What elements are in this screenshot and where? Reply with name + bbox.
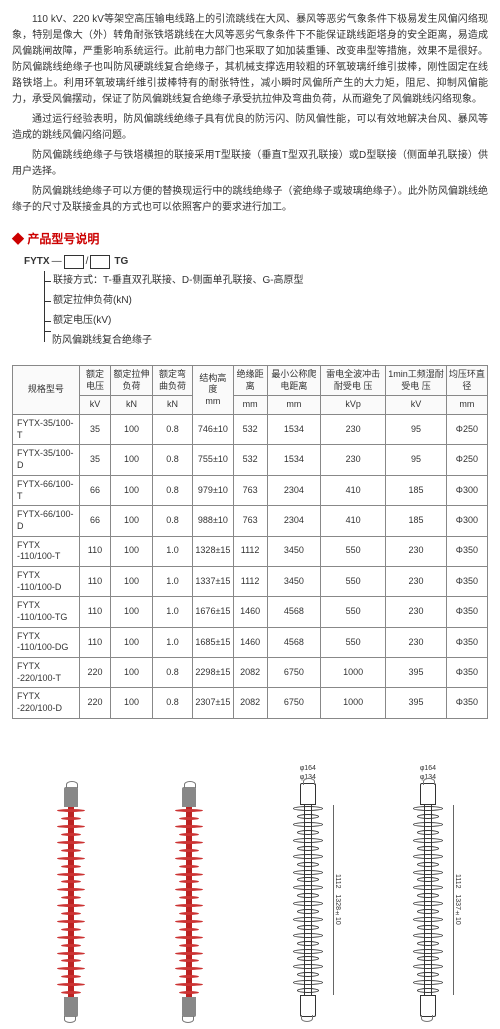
th-creepage: 最小公称爬电距离: [267, 366, 321, 396]
model-legend-tree: 联接方式：T-垂直双孔联接、D-侧面单孔联接、G-高原型 额定拉伸负荷(kN) …: [44, 271, 488, 351]
th-ring: 均压环直 径: [446, 366, 487, 396]
intro-p3: 防风偏跳线绝缘子与铁塔横担的联接采用T型联接（垂直T型双孔联接）或D型联接（侧面…: [12, 148, 488, 180]
th-lightning: 雷电全波冲击耐受电 压: [321, 366, 386, 396]
th-height: 结构高度mm: [193, 366, 234, 415]
intro-p1: 110 kV、220 kV等架空高压输电线路上的引流跳线在大风、暴风等恶劣气象条…: [12, 12, 488, 108]
insulator-red-1: [64, 787, 78, 1017]
spec-table: 规格型号 额定电压 额定拉伸负荷 额定弯曲负荷 结构高度mm 绝缘距离 最小公称…: [12, 365, 488, 719]
legend-voltage: 额定电压(kV): [44, 311, 488, 331]
th-arcing: 绝缘距离: [233, 366, 267, 396]
insulator-red-2: [182, 787, 196, 1017]
product-figures: φ164 φ134 1112 1328±10 φ164 φ134 1112 13…: [12, 737, 488, 1017]
intro-p4: 防风偏跳线绝缘子可以方便的替换现运行中的跳线绝缘子（瓷绝缘子或玻璃绝缘子）。此外…: [12, 184, 488, 216]
table-row: FYTX-35/100-D351000.8755±10532153423095Φ…: [13, 445, 488, 475]
intro-p2: 通过运行经验表明，防风偏跳线绝缘子具有优良的防污闪、防风偏性能，可以有效地解决台…: [12, 112, 488, 144]
th-wet: 1min工频湿耐受电 压: [386, 366, 447, 396]
legend-load: 额定拉伸负荷(kN): [44, 291, 488, 311]
model-box-load: [90, 255, 110, 269]
table-row: FYTX -110/100-T1101001.01328±15111234505…: [13, 536, 488, 566]
th-bend: 额定弯曲负荷: [152, 366, 192, 396]
table-row: FYTX-66/100-T661000.8979±107632304410185…: [13, 475, 488, 505]
table-row: FYTX -110/100-DG1101001.01685±1514604568…: [13, 627, 488, 657]
th-model: 规格型号: [13, 366, 80, 415]
model-box-voltage: [64, 255, 84, 269]
table-row: FYTX -220/100-D2201000.82307±15208267501…: [13, 688, 488, 718]
insulator-outline-2: φ164 φ134 1112 1337±10: [420, 765, 436, 1017]
section-title: 产品型号说明: [12, 230, 488, 247]
model-suffix: TG: [114, 256, 128, 268]
table-row: FYTX-66/100-D661000.8988±107632304410185…: [13, 506, 488, 536]
table-row: FYTX -220/100-T2201000.82298±15208267501…: [13, 658, 488, 688]
intro-text: 110 kV、220 kV等架空高压输电线路上的引流跳线在大风、暴风等恶劣气象条…: [12, 12, 488, 216]
legend-product: 防风偏跳线复合绝缘子: [44, 331, 488, 351]
insulator-outline-1: φ164 φ134 1112 1328±10: [300, 765, 316, 1017]
legend-connection: 联接方式：T-垂直双孔联接、D-侧面单孔联接、G-高原型: [44, 271, 488, 291]
table-row: FYTX-35/100-T351000.8746±10532153423095Φ…: [13, 415, 488, 445]
model-prefix: FYTX: [24, 256, 50, 268]
model-diagram: FYTX — / TG 联接方式：T-垂直双孔联接、D-侧面单孔联接、G-高原型…: [24, 255, 488, 351]
table-row: FYTX -110/100-TG1101001.01676±1514604568…: [13, 597, 488, 627]
table-row: FYTX -110/100-D1101001.01337±15111234505…: [13, 566, 488, 596]
th-tensile: 额定拉伸负荷: [111, 366, 153, 396]
th-voltage: 额定电压: [79, 366, 111, 396]
